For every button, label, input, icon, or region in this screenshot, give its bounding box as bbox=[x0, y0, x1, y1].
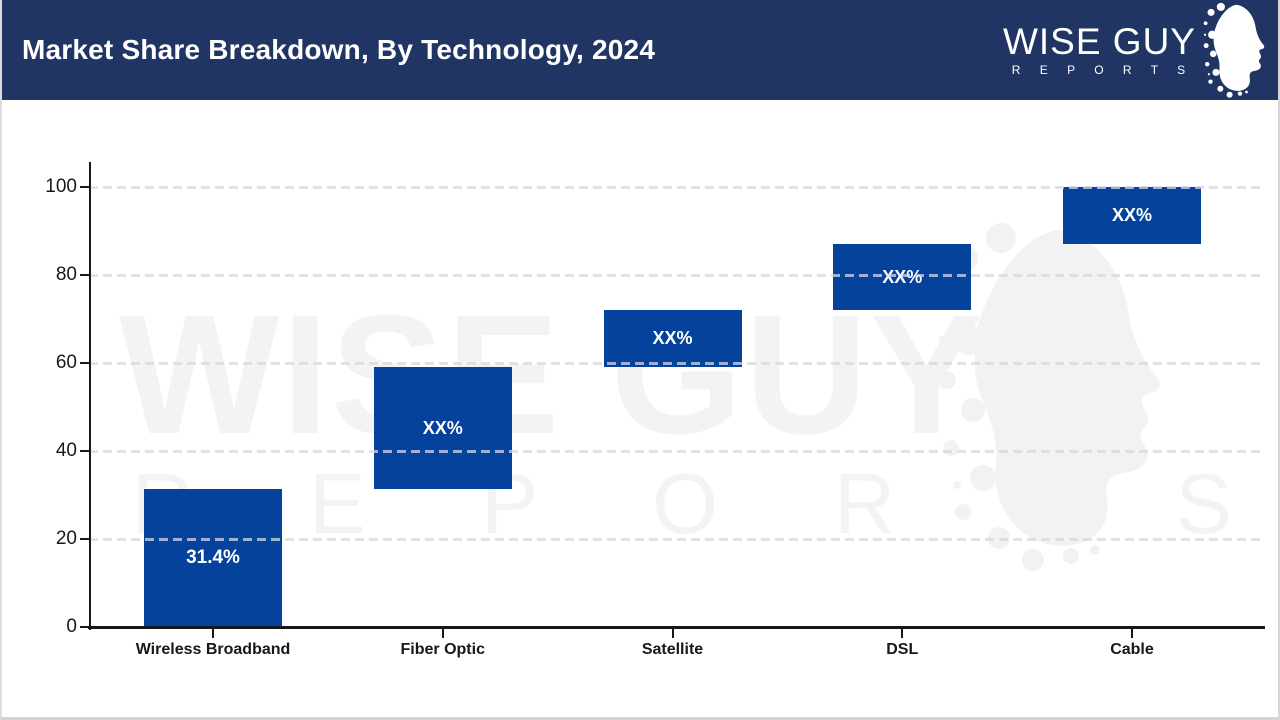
y-axis-label-40: 40 bbox=[55, 440, 77, 461]
gridline-100 bbox=[89, 186, 1264, 189]
brand-name: WISE GUY bbox=[1002, 21, 1196, 62]
bar-value-label: XX% bbox=[882, 267, 922, 288]
bar-value-label: 31.4% bbox=[186, 546, 240, 568]
x-axis-tick-0 bbox=[212, 629, 214, 638]
x-axis-tick-2 bbox=[671, 629, 674, 638]
brand-logo: WISE GUY R E P O R T S bbox=[1003, 0, 1274, 100]
bar-dsl: XX% bbox=[833, 244, 972, 311]
watermark-wiseguy-text: WISE GUY bbox=[118, 280, 986, 470]
bar-value-label: XX% bbox=[1111, 205, 1153, 226]
y-axis-tick-40 bbox=[80, 450, 89, 452]
dotted-head-profile-icon bbox=[1198, 2, 1274, 98]
y-axis-label-80: 80 bbox=[55, 264, 77, 285]
bar-wireless-broadband: 31.4% bbox=[144, 488, 282, 627]
bar-satellite: XX% bbox=[603, 310, 742, 368]
y-axis-tick-0 bbox=[80, 626, 89, 628]
brand-subtitle: R E P O R T S bbox=[1011, 63, 1194, 77]
y-axis-label-20: 20 bbox=[55, 528, 77, 549]
x-axis-label-1: Fiber Optic bbox=[400, 641, 485, 658]
gridline-40 bbox=[89, 450, 1264, 453]
header-bar: Market Share Breakdown, By Technology, 2… bbox=[2, 0, 1278, 100]
y-axis-label-60: 60 bbox=[55, 352, 77, 373]
x-axis-tick-4 bbox=[1131, 629, 1133, 638]
dotted-head-profile-watermark bbox=[935, 220, 1178, 572]
bar-value-label: XX% bbox=[422, 417, 463, 438]
chart-title: Market Share Breakdown, By Technology, 2… bbox=[22, 34, 656, 65]
x-axis-line bbox=[88, 626, 1265, 629]
x-axis-label-2: Satellite bbox=[641, 641, 704, 658]
bar-value-label: XX% bbox=[652, 328, 693, 349]
x-axis-label-4: Cable bbox=[1110, 641, 1154, 658]
y-axis-line bbox=[89, 162, 91, 630]
brand-logo-text: WISE GUY R E P O R T S bbox=[1003, 23, 1196, 77]
x-axis-label-0: Wireless Broadband bbox=[135, 641, 291, 658]
x-axis-tick-3 bbox=[901, 629, 904, 638]
y-axis-label-100: 100 bbox=[45, 176, 77, 197]
gridline-20 bbox=[89, 538, 1264, 541]
y-axis-tick-100 bbox=[80, 186, 89, 188]
y-axis-tick-60 bbox=[80, 362, 89, 364]
y-axis-tick-80 bbox=[80, 274, 89, 276]
gridline-60 bbox=[89, 362, 1264, 365]
y-axis-tick-20 bbox=[80, 538, 89, 540]
x-axis-label-3: DSL bbox=[886, 641, 919, 658]
y-axis-label-0: 0 bbox=[66, 616, 77, 637]
bar-fiber-optic: XX% bbox=[373, 367, 512, 489]
x-axis-tick-1 bbox=[441, 629, 444, 638]
gridline-80 bbox=[89, 274, 1264, 277]
bar-cable: XX% bbox=[1063, 187, 1201, 245]
